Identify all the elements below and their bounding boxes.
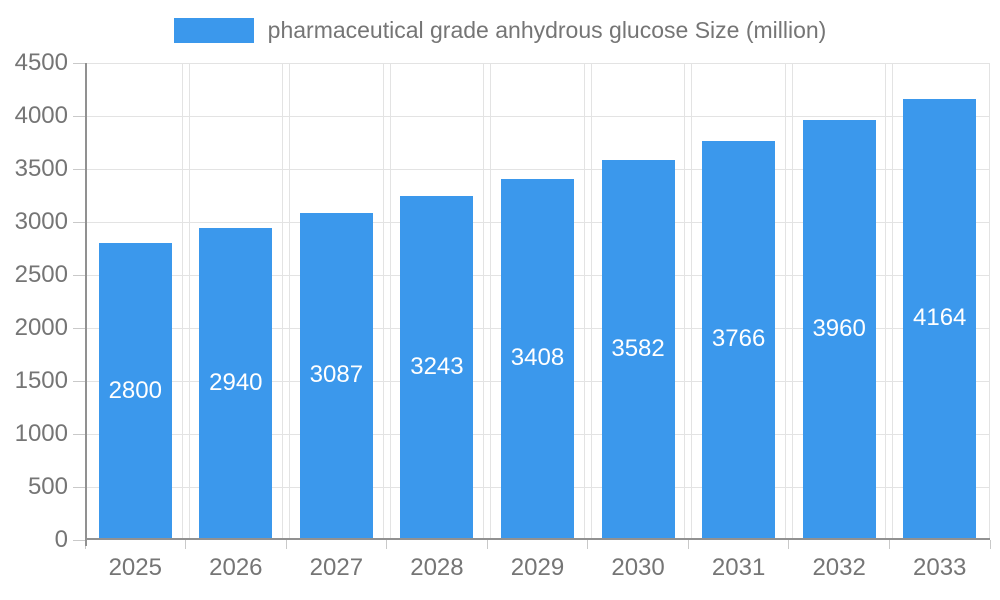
y-axis-tick bbox=[73, 274, 85, 276]
x-axis-tick bbox=[687, 540, 689, 549]
v-gridline bbox=[684, 63, 686, 540]
bar-2030: 3582 bbox=[601, 160, 675, 538]
legend: pharmaceutical grade anhydrous glucose S… bbox=[0, 17, 1000, 44]
x-axis-tick bbox=[386, 540, 388, 549]
bar-2029: 3408 bbox=[501, 178, 574, 538]
v-gridline bbox=[490, 63, 492, 540]
x-axis-tick-label: 2025 bbox=[108, 554, 162, 581]
bar-value-label: 3243 bbox=[410, 353, 464, 381]
y-axis-tick-label: 3000 bbox=[14, 208, 68, 235]
bar-2031: 3766 bbox=[702, 140, 776, 538]
y-axis-tick-label: 2000 bbox=[14, 314, 68, 341]
x-axis-tick bbox=[788, 540, 790, 549]
y-axis-tick bbox=[73, 433, 85, 435]
bar-value-label: 3960 bbox=[812, 315, 866, 343]
v-gridline bbox=[289, 63, 291, 540]
v-gridline bbox=[181, 63, 183, 540]
v-gridline bbox=[188, 63, 190, 540]
y-axis-tick bbox=[73, 486, 85, 488]
bar-2026: 2940 bbox=[199, 228, 273, 538]
y-axis-line bbox=[85, 63, 87, 546]
v-gridline bbox=[885, 63, 887, 540]
bar-2033: 4164 bbox=[903, 98, 977, 538]
bar-value-label: 3087 bbox=[309, 361, 364, 389]
y-axis-tick-label: 1500 bbox=[14, 367, 68, 394]
x-axis-tick bbox=[888, 540, 890, 549]
v-gridline bbox=[583, 63, 585, 540]
y-axis-tick bbox=[73, 62, 85, 64]
legend-label: pharmaceutical grade anhydrous glucose S… bbox=[267, 17, 827, 43]
x-axis-tick-label: 2029 bbox=[510, 554, 565, 581]
y-axis-tick bbox=[73, 221, 85, 223]
x-axis-tick-label: 2026 bbox=[209, 554, 263, 581]
y-axis-tick-label: 4500 bbox=[14, 49, 68, 76]
y-axis-tick-label: 4000 bbox=[14, 102, 68, 129]
x-axis-tick-label: 2030 bbox=[611, 554, 665, 581]
x-axis-tick-label: 2027 bbox=[309, 554, 364, 581]
v-gridline bbox=[590, 63, 592, 540]
v-gridline bbox=[691, 63, 693, 540]
v-gridline bbox=[389, 63, 391, 540]
y-axis-tick-label: 2500 bbox=[14, 261, 68, 288]
bar-2027: 3087 bbox=[299, 212, 373, 538]
y-axis-tick bbox=[73, 115, 85, 117]
bar-value-label: 3582 bbox=[611, 335, 665, 363]
x-axis-tick-label: 2028 bbox=[410, 554, 464, 581]
x-axis-tick bbox=[285, 540, 287, 549]
bar-value-label: 2940 bbox=[209, 369, 263, 397]
y-axis-tick bbox=[73, 327, 85, 329]
y-axis-tick-label: 500 bbox=[27, 473, 68, 500]
v-gridline bbox=[989, 63, 990, 540]
v-gridline bbox=[892, 63, 894, 540]
bar-2028: 3243 bbox=[400, 196, 474, 538]
x-axis-tick-label: 2032 bbox=[812, 554, 866, 581]
h-gridline bbox=[85, 115, 990, 117]
x-axis-tick bbox=[587, 540, 589, 549]
y-axis-tick-label: 0 bbox=[54, 526, 68, 553]
bar-2032: 3960 bbox=[802, 120, 876, 538]
y-axis-tick-label: 3500 bbox=[14, 155, 68, 182]
v-gridline bbox=[282, 63, 284, 540]
legend-swatch bbox=[173, 18, 254, 43]
plot-area: 2800 2940 3087 3243 3408 3582 3766 3960 4164 bbox=[85, 62, 990, 546]
bar-value-label: 2800 bbox=[108, 376, 162, 404]
x-axis-tick-label: 2033 bbox=[913, 554, 967, 581]
y-axis-tick-label: 1000 bbox=[14, 420, 68, 447]
x-axis-tick bbox=[486, 540, 488, 549]
bar-2025: 2800 bbox=[98, 243, 172, 538]
bar-value-label: 4164 bbox=[913, 304, 967, 332]
bar-value-label: 3766 bbox=[711, 325, 766, 353]
y-axis-tick bbox=[73, 380, 85, 382]
h-gridline bbox=[85, 62, 990, 64]
bar-value-label: 3408 bbox=[510, 344, 565, 372]
v-gridline bbox=[791, 63, 793, 540]
y-axis-tick bbox=[73, 168, 85, 170]
x-axis-tick-label: 2031 bbox=[711, 554, 766, 581]
x-axis-tick bbox=[989, 540, 991, 549]
x-axis-line bbox=[85, 538, 990, 540]
v-gridline bbox=[382, 63, 384, 540]
x-axis-tick bbox=[185, 540, 187, 549]
v-gridline bbox=[483, 63, 485, 540]
h-gridline bbox=[85, 168, 990, 170]
y-axis-tick bbox=[73, 539, 85, 541]
v-gridline bbox=[784, 63, 786, 540]
